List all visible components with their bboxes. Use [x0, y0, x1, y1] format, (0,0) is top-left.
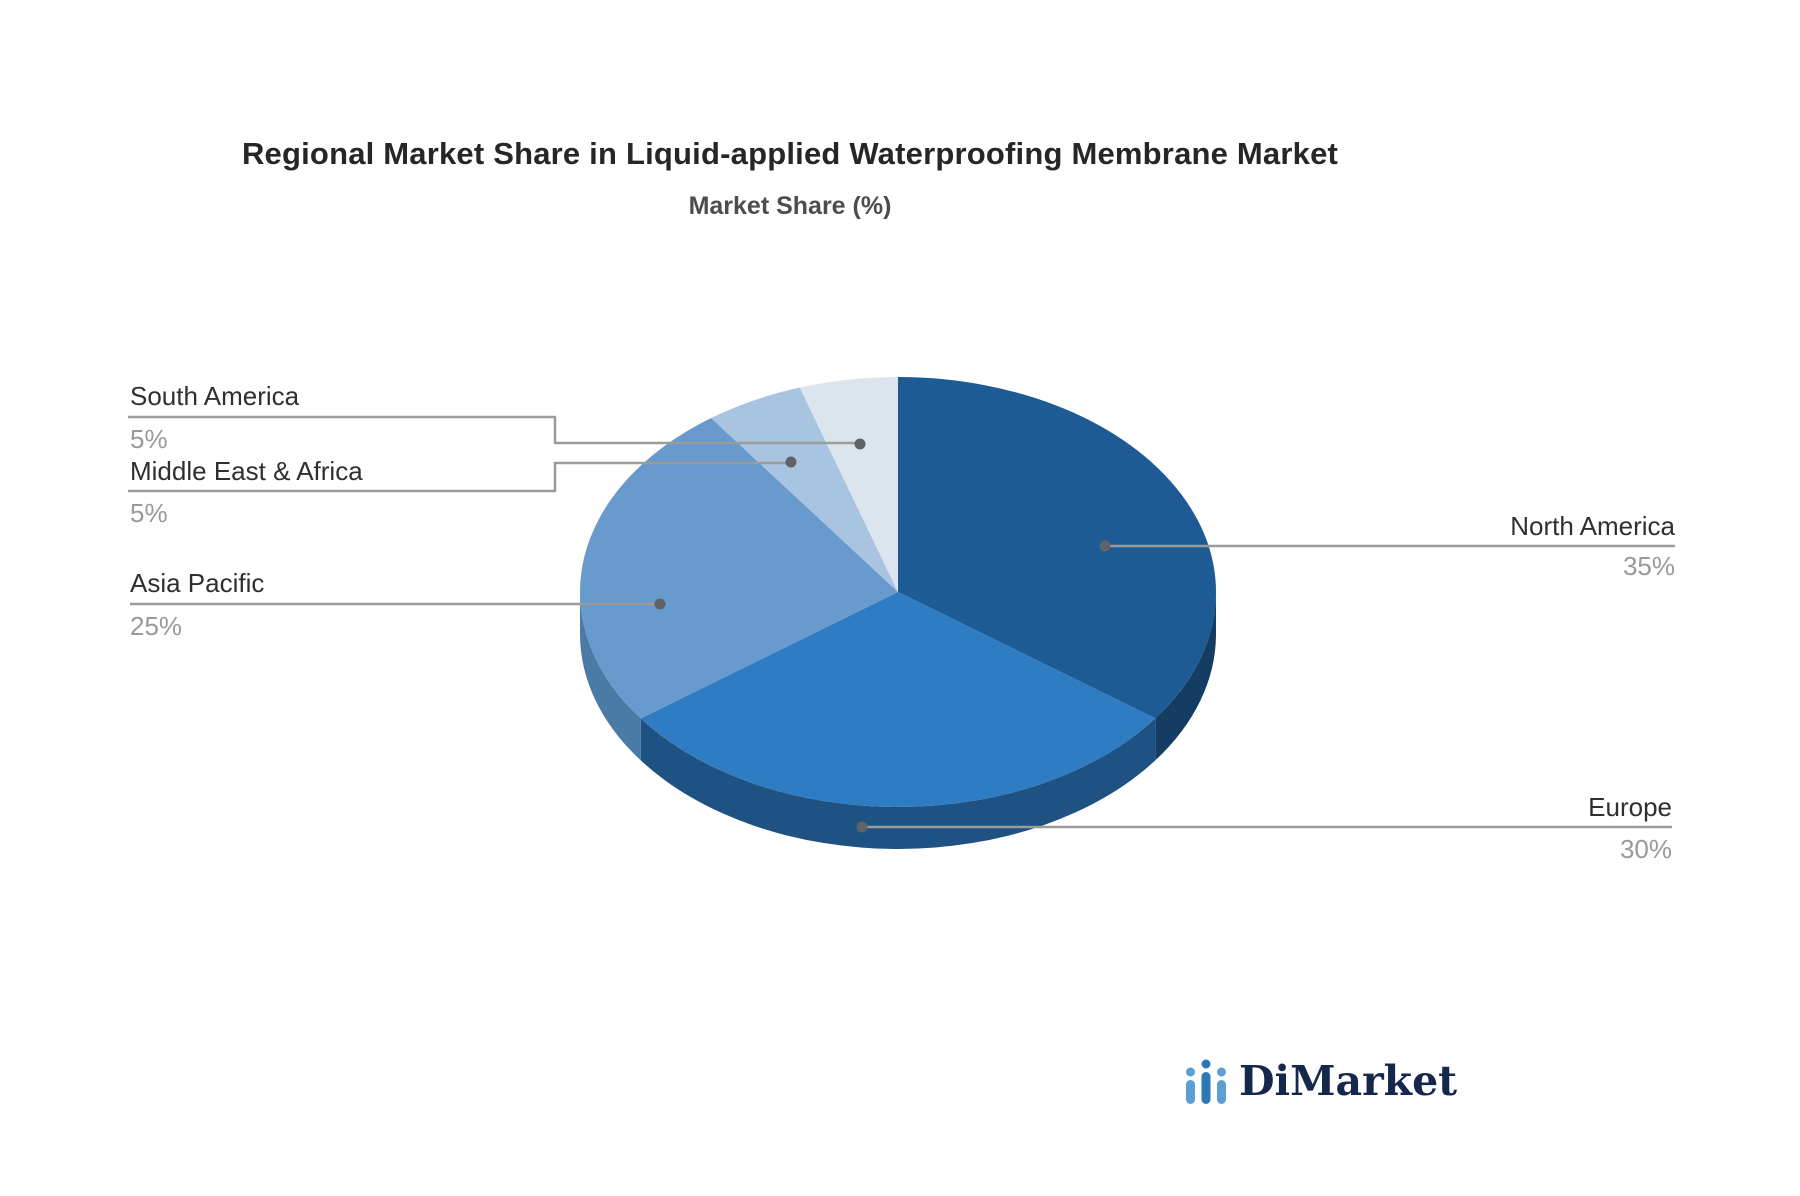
callout-label-europe: Europe: [1588, 792, 1672, 822]
callout-value-asia-pacific: 25%: [130, 611, 183, 641]
callout-label-north-america: North America: [1510, 511, 1675, 541]
callout-line-middle-east-africa: [128, 461, 789, 493]
chart-subtitle: Market Share (%): [688, 192, 892, 220]
pie-slice-south-america[interactable]: [799, 377, 898, 592]
callout-value-north-america: 35%: [1622, 551, 1675, 581]
pie-slice-middle-east-africa[interactable]: [711, 387, 898, 592]
pie-slice-side-asia-pacific: [580, 592, 641, 761]
callout-label-asia-pacific: Asia Pacific: [130, 568, 265, 598]
callout-value-middle-east-africa: 5%: [130, 498, 168, 528]
bar-chart-dots-icon: [1186, 1059, 1226, 1104]
callout-value-south-america: 5%: [130, 424, 168, 454]
pie-slice-side-north-america: [1155, 592, 1216, 761]
callout-label-south-america: South America: [130, 381, 300, 411]
chart-title: Regional Market Share in Liquid-applied …: [241, 136, 1339, 171]
pie-slice-side-europe: [640, 718, 1156, 849]
callout-dot-middle-east-africa: [785, 456, 797, 468]
pie-slice-asia-pacific[interactable]: [580, 418, 898, 719]
dimarket-logo-text: DiMarket: [1239, 1056, 1458, 1105]
callout-dot-asia-pacific: [654, 598, 666, 610]
dimarket-logo: DiMarket: [1183, 1056, 1457, 1106]
pie-slice-europe[interactable]: [640, 592, 1156, 807]
callout-dot-south-america: [854, 438, 866, 450]
callout-line-south-america: [128, 415, 858, 445]
callout-dot-europe: [856, 821, 868, 833]
callout-value-europe: 30%: [1619, 834, 1672, 864]
callout-dot-north-america: [1099, 540, 1111, 552]
callout-label-middle-east-africa: Middle East & Africa: [130, 456, 363, 486]
pie-slice-north-america[interactable]: [898, 377, 1216, 719]
